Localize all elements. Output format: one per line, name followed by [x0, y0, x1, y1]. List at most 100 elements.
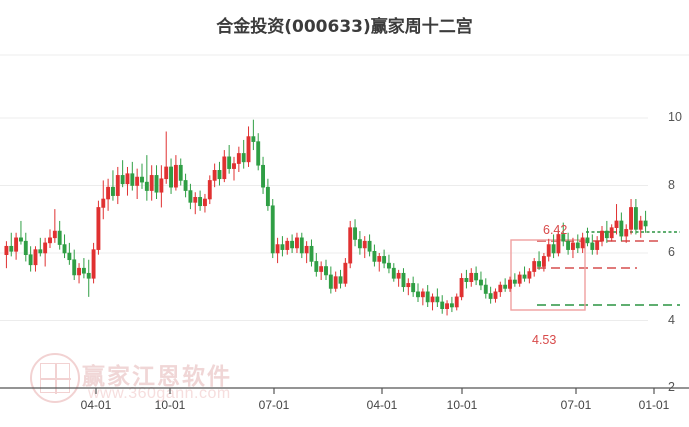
candle-body: [614, 220, 619, 228]
candle-body: [411, 283, 416, 293]
candle-body: [498, 284, 503, 293]
candle-body: [609, 227, 614, 239]
candle-body: [532, 261, 537, 272]
candle-body: [236, 153, 241, 164]
candle-body: [638, 220, 643, 230]
candle-body: [357, 239, 362, 249]
candle-body: [159, 178, 164, 193]
candle-body: [522, 274, 527, 279]
candle-body: [416, 291, 420, 298]
x-axis-label-0: 04-01: [80, 398, 112, 412]
candle-body: [183, 180, 188, 191]
candle-body: [396, 272, 401, 279]
candle-body: [62, 244, 67, 254]
candle-body: [207, 180, 212, 200]
candle-body: [382, 256, 387, 264]
candle-body: [304, 245, 309, 254]
candle-body: [212, 170, 217, 181]
candle-body: [551, 244, 556, 254]
candle-body: [600, 230, 604, 242]
candle-body: [619, 220, 624, 237]
candle-body: [328, 274, 333, 289]
candle-body: [464, 278, 469, 282]
candle-body: [324, 266, 328, 276]
candle-body: [149, 175, 154, 191]
chart-title: 合金投资(000633)赢家周十二宫: [216, 17, 473, 37]
candle-body: [508, 279, 512, 289]
candle-body: [469, 272, 474, 282]
candle-body: [624, 229, 629, 237]
candle-body: [488, 293, 493, 299]
price-annotation-4.53: 4.53: [532, 333, 557, 347]
candle-body: [590, 242, 595, 250]
candle-body: [19, 237, 23, 242]
candle-body: [299, 237, 304, 254]
candle-body: [454, 296, 459, 308]
y-axis-label-10: 10: [668, 110, 682, 124]
candle-body: [130, 173, 135, 186]
candle-body: [48, 237, 52, 244]
candle-body: [178, 164, 183, 181]
candle-body: [256, 141, 261, 166]
x-axis-label-3: 04-01: [366, 398, 398, 412]
candle-body: [309, 245, 314, 262]
candle-body: [290, 240, 295, 249]
candle-body: [115, 175, 120, 196]
candle-body: [38, 249, 43, 254]
watermark-url: www.360gann.com: [88, 385, 231, 402]
candle-body: [91, 249, 96, 279]
candle-body: [120, 175, 125, 185]
candle-body: [353, 227, 357, 240]
candle-body: [23, 240, 28, 255]
candle-body: [43, 242, 48, 254]
seal-stamp-inner: [40, 363, 71, 394]
candle-body: [86, 272, 91, 279]
candle-body: [28, 254, 33, 266]
price-annotation-6.42: 6.42: [543, 223, 568, 237]
candle-body: [140, 176, 144, 183]
candle-body: [503, 284, 508, 289]
candle-body: [377, 256, 382, 262]
candle-body: [154, 175, 159, 193]
candle-body: [391, 267, 396, 279]
x-axis-label-6: 01-01: [638, 398, 670, 412]
watermark-brand: 赢家江恩软件: [82, 364, 232, 390]
candle-body: [459, 278, 464, 298]
candle-body: [144, 181, 149, 191]
candle-body: [77, 267, 81, 276]
candle-body: [72, 259, 77, 276]
candle-body: [338, 276, 343, 284]
candle-body: [517, 274, 522, 284]
candle-body: [537, 261, 541, 267]
x-axis-label-2: 07-01: [258, 398, 290, 412]
candle-body: [566, 240, 571, 250]
candle-body: [188, 190, 193, 203]
candle-body: [106, 186, 111, 200]
candle-body: [512, 279, 517, 284]
candle-body: [81, 267, 86, 274]
candle-body: [425, 291, 430, 303]
candle-body: [420, 291, 425, 298]
candle-body: [483, 284, 488, 294]
x-axis-label-4: 10-01: [446, 398, 478, 412]
axes: [0, 54, 689, 394]
candle-body: [295, 237, 299, 249]
candle-body: [270, 205, 275, 254]
candle-body: [474, 272, 479, 281]
candle-body: [14, 237, 19, 252]
candle-body: [261, 164, 265, 188]
candle-body: [198, 197, 203, 207]
candle-body: [406, 283, 411, 288]
candle-body: [232, 163, 236, 169]
candle-body: [275, 244, 280, 254]
candle-body: [265, 186, 270, 207]
candle-body: [348, 227, 353, 264]
y-axis-label-6: 6: [668, 245, 675, 259]
candle-body: [493, 291, 498, 299]
candle-body: [125, 173, 130, 185]
candle-body: [629, 207, 633, 230]
candle-body: [580, 237, 585, 249]
candle-body: [595, 240, 600, 250]
candle-body: [222, 156, 227, 180]
